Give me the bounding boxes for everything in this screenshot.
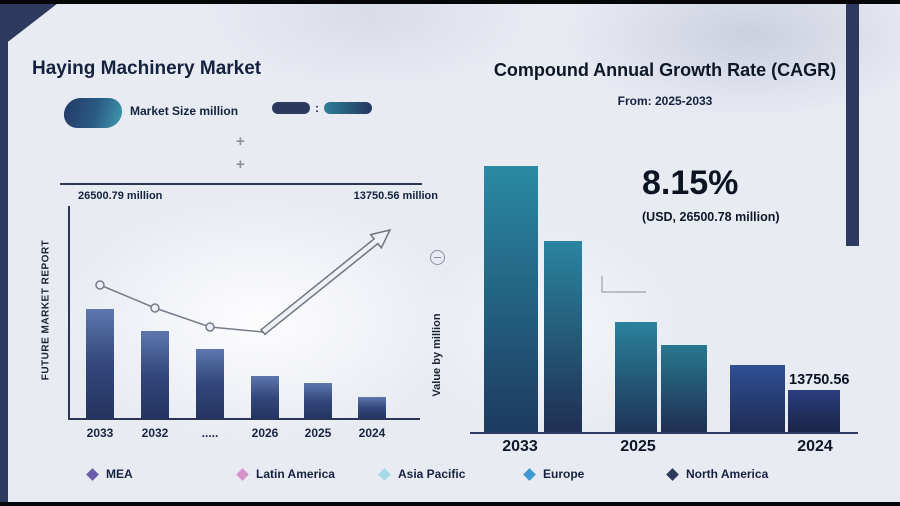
left-xaxis-label: 2026 <box>251 426 279 440</box>
value-annotation: 13750.56 <box>789 372 850 388</box>
plus-icon: + <box>236 156 245 173</box>
legend-label: Europe <box>543 467 585 481</box>
legend-label: Asia Pacific <box>398 467 466 481</box>
diamond-icon <box>666 467 679 481</box>
cagr-bar <box>788 390 840 432</box>
diamond-icon <box>378 467 391 481</box>
left-xaxis-label: 2025 <box>304 426 332 440</box>
chart-top-rule <box>60 183 422 185</box>
market-size-chart: 26500.79 million 13750.56 million <box>60 180 438 422</box>
legend-item-asia-pacific: Asia Pacific <box>378 467 466 481</box>
cagr-xlabel-2025: 2025 <box>620 438 656 455</box>
left-xaxis-label: 2033 <box>86 426 114 440</box>
cagr-xlabel-2024: 2024 <box>797 438 833 455</box>
cagr-rate-value: 8.15% <box>642 164 739 202</box>
y-axis-title: Value by million <box>431 313 443 397</box>
circle-minus-icon <box>430 250 445 265</box>
market-size-icon <box>62 98 124 128</box>
legend-label: North America <box>686 467 769 481</box>
bracket-decoration <box>601 276 646 293</box>
max-value-label: 26500.79 million <box>78 190 163 202</box>
right-accent-strip <box>846 4 859 246</box>
left-xaxis-labels: 2033 2032..... 2026 2025 2024 <box>60 426 422 442</box>
cagr-bar <box>730 365 785 432</box>
trend-line-arrow <box>95 228 392 336</box>
bottom-legend: MEA Latin America Asia Pacific Europe North … <box>0 467 900 487</box>
cagr-bar <box>484 166 538 432</box>
cagr-title: Compound Annual Growth Rate (CAGR) <box>493 60 837 80</box>
legend-label: Latin America <box>256 467 335 481</box>
pill-dark-icon <box>272 102 310 114</box>
legend-item-europe: Europe <box>523 467 585 481</box>
diamond-icon <box>236 467 249 481</box>
market-size-label: Market Size million <box>130 104 239 118</box>
left-xaxis-label: ..... <box>201 426 219 440</box>
cagr-rate-subtext: (USD, 26500.78 million) <box>642 210 780 224</box>
diamond-icon <box>86 467 99 481</box>
left-xaxis-label: 2032 <box>141 426 169 440</box>
bottom-border <box>0 502 900 506</box>
top-border <box>0 0 900 4</box>
cagr-subtitle: From: 2025-2033 <box>617 94 713 108</box>
left-xaxis-label: 2024 <box>358 426 386 440</box>
legend-item-north-america: North America <box>666 467 769 481</box>
page-title: Haying Machinery Market <box>32 58 262 79</box>
diamond-icon <box>523 467 536 481</box>
legend-label: MEA <box>106 467 133 481</box>
cagr-bar <box>661 345 707 432</box>
min-value-label: 13750.56 million <box>353 190 438 202</box>
watermark-label: FUTURE MARKET REPORT <box>40 239 52 381</box>
ratio-colon: : <box>315 101 319 115</box>
plus-icon: + <box>236 133 245 150</box>
cagr-bar <box>544 241 582 432</box>
ratio-pills: : <box>272 102 372 114</box>
legend-item-mea: MEA <box>86 467 133 481</box>
corner-triangle <box>0 0 62 48</box>
cagr-bar <box>615 322 657 432</box>
pill-gradient-icon <box>324 102 372 114</box>
left-accent-strip <box>0 0 8 506</box>
legend-item-latin-america: Latin America <box>236 467 335 481</box>
cagr-xlabel-2033: 2033 <box>502 438 538 455</box>
